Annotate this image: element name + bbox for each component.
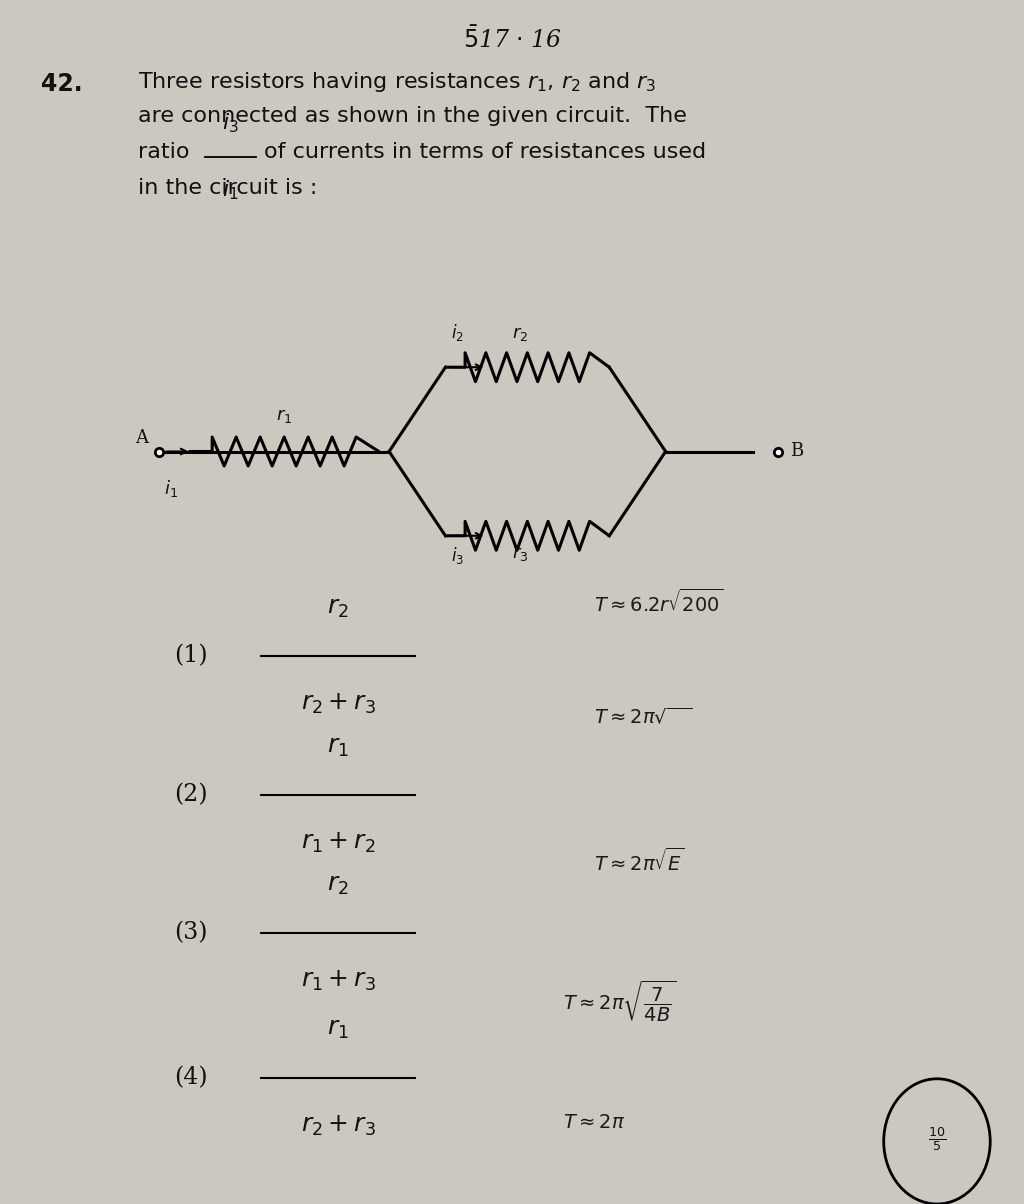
- Text: $T \approx 2\pi\sqrt{\ \ \ }$: $T \approx 2\pi\sqrt{\ \ \ }$: [594, 706, 692, 727]
- Text: $T \approx 6.2r\sqrt{200}$: $T \approx 6.2r\sqrt{200}$: [594, 589, 723, 615]
- Text: $T \approx 2\pi\sqrt{E}$: $T \approx 2\pi\sqrt{E}$: [594, 848, 685, 874]
- Text: (2): (2): [174, 783, 208, 807]
- Text: $r_3$: $r_3$: [512, 545, 528, 563]
- Text: $r_2+r_3$: $r_2+r_3$: [300, 692, 376, 716]
- Text: $\bar{5}$17 $\cdot$ 16: $\bar{5}$17 $\cdot$ 16: [463, 26, 561, 53]
- Text: $r_2$: $r_2$: [327, 873, 349, 897]
- Text: B: B: [791, 443, 804, 460]
- Text: $T \approx 2\pi\sqrt{\dfrac{7}{4B}}$: $T \approx 2\pi\sqrt{\dfrac{7}{4B}}$: [563, 979, 677, 1025]
- Text: $r_2$: $r_2$: [512, 325, 528, 343]
- Text: (1): (1): [174, 644, 208, 668]
- Text: $r_1+r_3$: $r_1+r_3$: [300, 969, 376, 993]
- Text: $T \approx 2\pi$: $T \approx 2\pi$: [563, 1112, 626, 1132]
- Text: A: A: [135, 429, 148, 447]
- Text: in the circuit is :: in the circuit is :: [138, 178, 317, 199]
- Text: $i_1$: $i_1$: [222, 178, 239, 202]
- Text: $r_1$: $r_1$: [276, 407, 292, 425]
- Text: of currents in terms of resistances used: of currents in terms of resistances used: [264, 142, 707, 163]
- Text: (4): (4): [174, 1066, 208, 1090]
- Text: 42.: 42.: [41, 72, 83, 96]
- Text: $r_2$: $r_2$: [327, 596, 349, 620]
- Text: $r_1$: $r_1$: [327, 1017, 349, 1041]
- Text: $i_3$: $i_3$: [451, 545, 464, 566]
- Text: (3): (3): [174, 921, 208, 945]
- Text: are connected as shown in the given circuit.  The: are connected as shown in the given circ…: [138, 106, 687, 126]
- Text: Three resistors having resistances $r_1$, $r_2$ and $r_3$: Three resistors having resistances $r_1$…: [138, 70, 656, 94]
- Text: $i_3$: $i_3$: [222, 111, 239, 135]
- Text: $r_2+r_3$: $r_2+r_3$: [300, 1114, 376, 1138]
- Text: $i_1$: $i_1$: [164, 478, 178, 498]
- Text: $r_1$: $r_1$: [327, 734, 349, 759]
- Text: ratio: ratio: [138, 142, 189, 163]
- Text: $\frac{10}{5}$: $\frac{10}{5}$: [928, 1125, 946, 1153]
- Text: $r_1+r_2$: $r_1+r_2$: [301, 831, 375, 855]
- Text: $i_2$: $i_2$: [451, 323, 464, 343]
